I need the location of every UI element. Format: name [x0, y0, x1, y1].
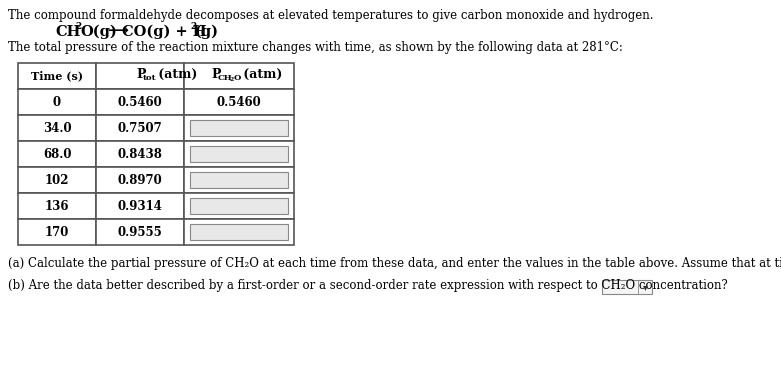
Bar — [184, 115, 294, 141]
Text: P: P — [136, 69, 145, 82]
Text: 2: 2 — [75, 22, 81, 31]
Text: 102: 102 — [45, 174, 70, 187]
Text: (g): (g) — [195, 25, 219, 39]
Bar — [184, 219, 294, 245]
Text: O(g): O(g) — [80, 25, 116, 39]
Text: (atm): (atm) — [239, 69, 283, 82]
Bar — [18, 115, 96, 141]
Text: CH: CH — [218, 74, 233, 82]
Bar — [96, 141, 184, 167]
Text: 0.5460: 0.5460 — [118, 95, 162, 108]
Text: (b) Are the data better described by a first-order or a second-order rate expres: (b) Are the data better described by a f… — [8, 279, 728, 292]
Text: 0: 0 — [53, 95, 61, 108]
Bar — [96, 63, 184, 89]
Bar — [96, 193, 184, 219]
Bar — [18, 219, 96, 245]
Text: 68.0: 68.0 — [43, 148, 71, 161]
Bar — [184, 167, 294, 193]
Bar — [190, 172, 288, 188]
Text: CH: CH — [55, 25, 80, 39]
Bar — [18, 141, 96, 167]
Text: O: O — [234, 74, 241, 82]
Bar — [184, 193, 294, 219]
Bar — [96, 219, 184, 245]
Text: The total pressure of the reaction mixture changes with time, as shown by the fo: The total pressure of the reaction mixtu… — [8, 41, 623, 54]
Bar — [96, 167, 184, 193]
Text: (atm): (atm) — [154, 69, 198, 82]
Bar — [190, 224, 288, 240]
Text: 170: 170 — [45, 226, 70, 239]
Text: The compound formaldehyde decomposes at elevated temperatures to give carbon mon: The compound formaldehyde decomposes at … — [8, 9, 654, 22]
Text: 0.8970: 0.8970 — [118, 174, 162, 187]
Bar — [18, 167, 96, 193]
Text: P: P — [211, 69, 220, 82]
Bar — [190, 198, 288, 214]
Bar — [184, 63, 294, 89]
Bar — [190, 146, 288, 162]
Text: 0.5460: 0.5460 — [216, 95, 262, 108]
Bar — [184, 89, 294, 115]
Text: ▾: ▾ — [643, 282, 647, 292]
Text: 2: 2 — [190, 22, 196, 31]
Text: Time (s): Time (s) — [31, 70, 83, 82]
Bar — [190, 120, 288, 136]
Bar — [602, 280, 652, 294]
Text: 0.9314: 0.9314 — [118, 200, 162, 213]
Bar — [18, 193, 96, 219]
Text: 0.8438: 0.8438 — [118, 148, 162, 161]
Text: CO(g) + H: CO(g) + H — [122, 25, 206, 39]
Bar — [96, 115, 184, 141]
Text: tot: tot — [143, 74, 157, 82]
Text: 34.0: 34.0 — [43, 121, 71, 135]
Bar — [18, 89, 96, 115]
Bar — [96, 89, 184, 115]
Text: 136: 136 — [45, 200, 70, 213]
Text: ⟶: ⟶ — [107, 25, 128, 39]
Bar — [184, 141, 294, 167]
Text: 2: 2 — [230, 77, 234, 82]
Text: (a) Calculate the partial pressure of CH₂O at each time from these data, and ent: (a) Calculate the partial pressure of CH… — [8, 257, 781, 270]
Bar — [18, 63, 96, 89]
Text: 0.7507: 0.7507 — [118, 121, 162, 135]
Text: 0.9555: 0.9555 — [118, 226, 162, 239]
